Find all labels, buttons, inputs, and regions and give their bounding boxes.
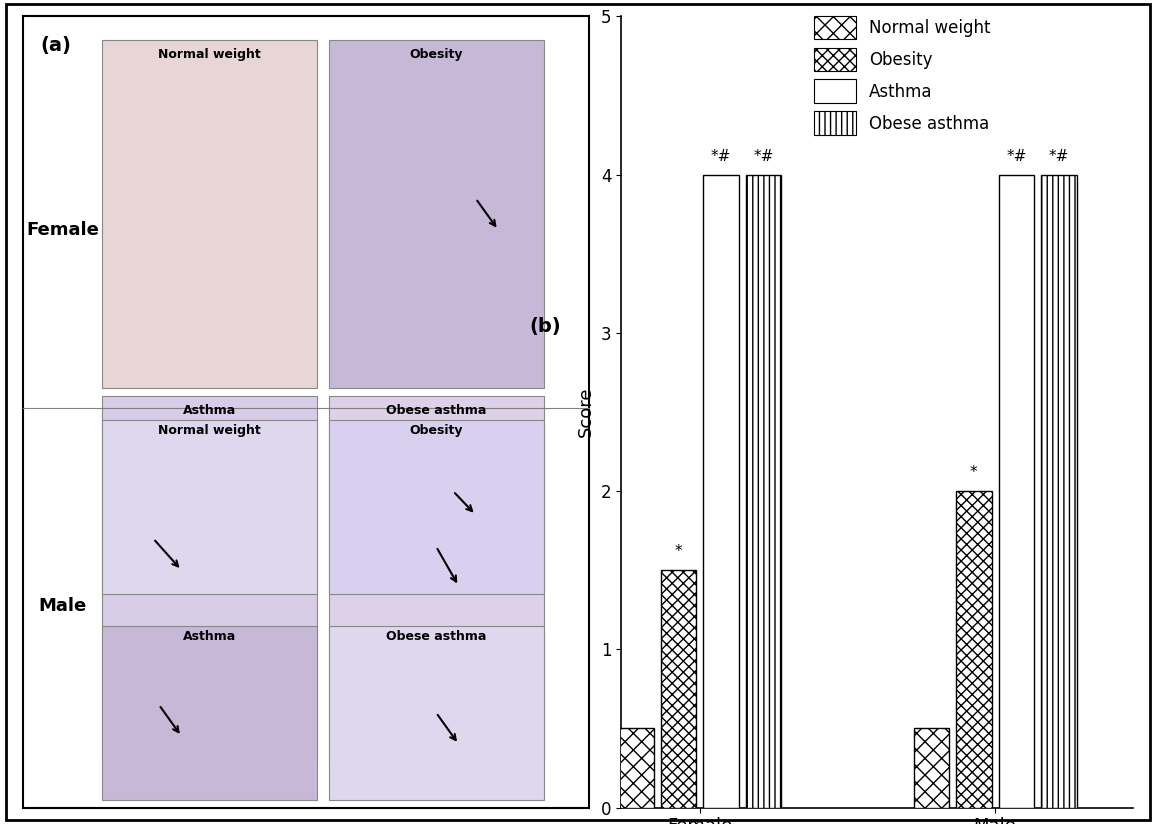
Text: Male: Male — [38, 597, 87, 615]
Text: *: * — [970, 465, 978, 480]
Text: Asthma: Asthma — [183, 630, 237, 643]
Text: *#: *# — [711, 148, 732, 164]
Text: Obesity: Obesity — [409, 424, 462, 437]
Text: Normal weight: Normal weight — [158, 48, 261, 61]
Bar — [103, 40, 317, 388]
Bar — [913, 728, 949, 808]
Bar — [746, 175, 781, 808]
Y-axis label: Score: Score — [577, 386, 595, 438]
Text: (b): (b) — [529, 317, 561, 336]
Bar — [1042, 175, 1076, 808]
Text: *#: *# — [754, 148, 773, 164]
Text: *#: *# — [1006, 148, 1027, 164]
Bar — [618, 728, 654, 808]
Text: Obese asthma: Obese asthma — [386, 404, 487, 417]
Bar — [328, 625, 543, 799]
Text: Obese asthma: Obese asthma — [386, 630, 487, 643]
Bar — [328, 396, 543, 760]
Text: (a): (a) — [40, 36, 71, 55]
Text: Obesity: Obesity — [409, 48, 462, 61]
Bar — [703, 175, 739, 808]
Text: Normal weight: Normal weight — [158, 424, 261, 437]
Bar — [103, 396, 317, 760]
Bar — [956, 491, 992, 808]
Bar — [103, 420, 317, 594]
Bar — [661, 570, 696, 808]
Text: Asthma: Asthma — [183, 404, 237, 417]
Legend: Normal weight, Obesity, Asthma, Obese asthma: Normal weight, Obesity, Asthma, Obese as… — [808, 9, 998, 142]
Text: Female: Female — [27, 221, 99, 239]
Bar — [999, 175, 1035, 808]
Bar — [328, 40, 543, 388]
Bar — [103, 625, 317, 799]
Text: *#: *# — [1048, 148, 1069, 164]
Bar — [328, 420, 543, 594]
Text: *: * — [675, 544, 682, 559]
